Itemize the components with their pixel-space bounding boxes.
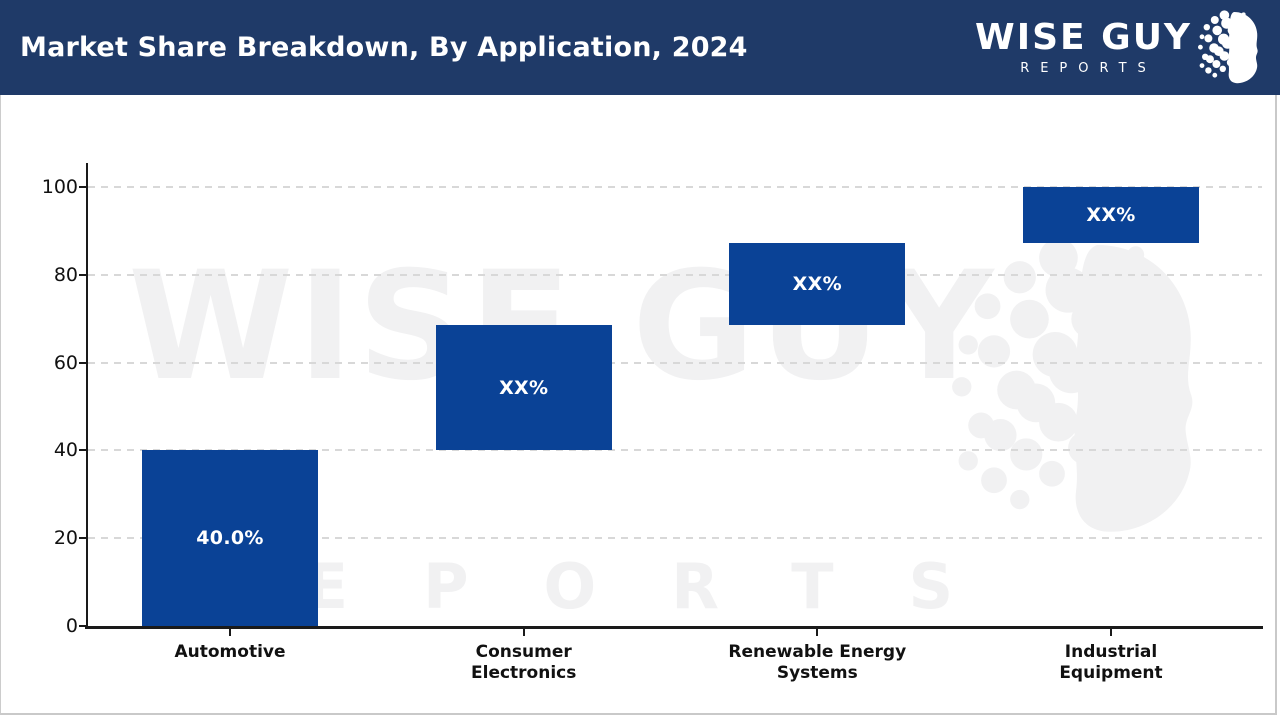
brand-text: WISE GUY REPORTS	[974, 16, 1192, 76]
y-axis-line	[86, 163, 88, 629]
y-tick-mark-20	[79, 537, 86, 540]
y-tick-label-80: 80	[53, 263, 78, 286]
x-category-label-line: Systems	[776, 663, 858, 683]
bar-value-label-automotive: 40.0%	[196, 527, 264, 550]
gridline-40	[88, 449, 1262, 452]
x-axis-line	[85, 626, 1263, 629]
bar-value-label-renewable-energy-systems: XX%	[792, 272, 842, 295]
bar-renewable-energy-systems: XX%	[729, 242, 906, 325]
x-category-label-industrial-equipment: Industrial Equipment	[981, 642, 1241, 684]
gridline-80	[88, 273, 1262, 276]
bar-automotive: 40.0%	[142, 450, 318, 626]
y-tick-label-100: 100	[41, 176, 78, 198]
x-category-label-line: Equipment	[1059, 663, 1163, 683]
gridline-100	[88, 186, 1262, 188]
gridline-60	[88, 361, 1262, 364]
watermark-brand-subtitle: REPORTS	[183, 550, 1029, 623]
x-tick-mark-consumer-electronics	[522, 629, 525, 636]
y-tick-mark-80	[79, 273, 86, 276]
x-category-label-line: Electronics	[471, 663, 577, 683]
y-tick-mark-0	[79, 625, 86, 627]
bar-value-label-industrial-equipment: XX%	[1086, 203, 1136, 226]
brand-subtitle: REPORTS	[1020, 60, 1157, 76]
x-tick-mark-automotive	[229, 629, 231, 636]
y-tick-mark-60	[79, 361, 86, 364]
gridline-20	[88, 537, 1262, 540]
y-tick-label-60: 60	[53, 351, 78, 374]
x-category-label-line: Consumer	[475, 642, 572, 662]
x-category-label-line: Automotive	[174, 642, 286, 662]
bar-consumer-electronics: XX%	[435, 324, 612, 451]
y-tick-mark-40	[79, 449, 86, 452]
x-category-label-line: Renewable Energy	[728, 642, 907, 662]
brand-name: WISE GUY	[974, 16, 1192, 58]
bar-value-label-consumer-electronics: XX%	[499, 376, 549, 399]
x-category-label-line: Industrial	[1064, 642, 1158, 662]
brand-logo: WISE GUY REPORTS	[975, 7, 1266, 89]
page-title: Market Share Breakdown, By Application, …	[20, 32, 748, 63]
x-category-label-consumer-electronics: Consumer Electronics	[394, 642, 654, 684]
header: Market Share Breakdown, By Application, …	[0, 0, 1280, 95]
y-tick-mark-100	[79, 186, 86, 188]
x-tick-mark-renewable-energy-systems	[816, 629, 819, 636]
watermark-head-icon	[936, 230, 1226, 550]
x-category-label-renewable-energy-systems: Renewable Energy Systems	[687, 642, 947, 684]
dotted-head-profile-icon	[1194, 7, 1266, 89]
y-tick-label-40: 40	[53, 439, 78, 462]
x-category-label-automotive: Automotive	[100, 642, 360, 663]
y-tick-label-0: 0	[65, 615, 78, 637]
x-tick-mark-industrial-equipment	[1110, 629, 1112, 636]
bar-industrial-equipment: XX%	[1023, 187, 1199, 243]
y-tick-label-20: 20	[53, 527, 78, 550]
